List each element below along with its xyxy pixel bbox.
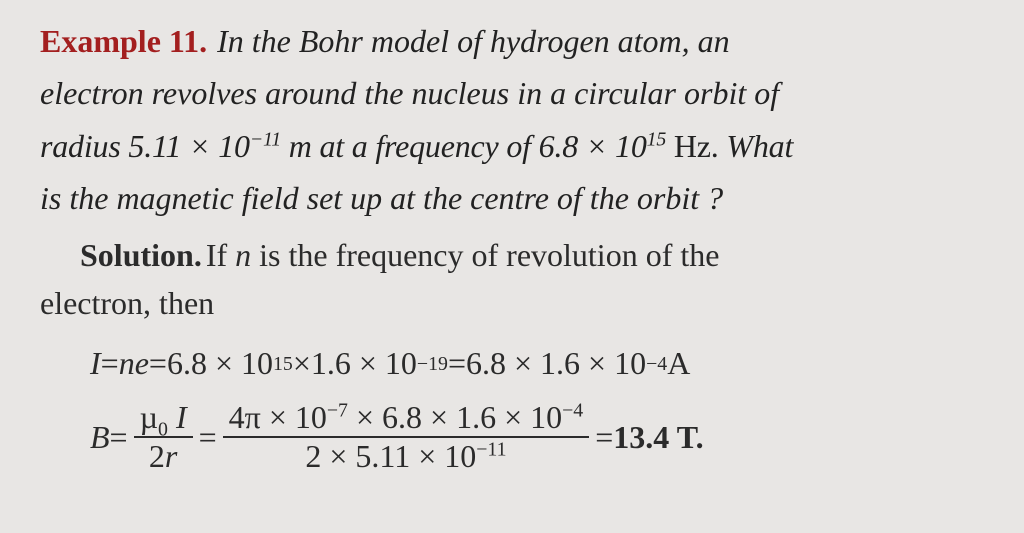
equation-magnetic-field: B = µ0 I 2r = 4π × 10−7 × 6.8 × 1.6 × 10…	[90, 401, 994, 474]
eq2-answer: 13.4 T.	[613, 414, 703, 460]
eq2-num-e1: −7	[327, 399, 348, 421]
eq2-den-r: r	[165, 438, 177, 474]
eq2-frac1: µ0 I 2r	[134, 401, 193, 474]
solution-text-b: is the frequency of revolution of the	[251, 237, 719, 273]
eq2-frac1-num: µ0 I	[134, 401, 193, 439]
freq-unit: Hz.	[666, 128, 726, 164]
problem-l3-b: m at a frequency of	[281, 128, 539, 164]
eq2-I: I	[176, 399, 187, 435]
solution-label: Solution.	[80, 237, 202, 273]
freq-exp: 15	[647, 128, 666, 150]
eq2-eq: =	[110, 414, 128, 460]
eq1-I: I	[90, 340, 101, 386]
radius-exp: −11	[250, 128, 281, 150]
eq2-eq2: =	[199, 414, 217, 460]
example-label: Example 11.	[40, 23, 207, 59]
eq2-eq3: =	[595, 414, 613, 460]
problem-text-l2: electron revolves around the nucleus in …	[40, 70, 994, 116]
eq2-den-2: 2	[149, 438, 165, 474]
eq2-frac2-den: 2 × 5.11 × 10−11	[299, 438, 512, 474]
eq1-ne: ne	[119, 340, 149, 386]
problem-text-l4: is the magnetic field set up at the cent…	[40, 175, 994, 221]
eq1-times1: ×	[293, 340, 311, 386]
freq-value: 6.8 × 10	[539, 128, 647, 164]
var-n: n	[235, 237, 251, 273]
eq1-eq3: =	[448, 340, 466, 386]
eq2-num-b: × 6.8 × 1.6 × 10	[348, 399, 562, 435]
eq2-sp	[168, 399, 176, 435]
eq2-mu-sub: 0	[158, 418, 168, 440]
eq2-mu: µ	[140, 399, 158, 435]
eq2-B: B	[90, 414, 110, 460]
eq1-t1: 6.8 × 10	[167, 340, 273, 386]
eq2-den-a: 2 × 5.11 × 10	[305, 438, 476, 474]
eq1-eq: =	[101, 340, 119, 386]
eq2-den-e: −11	[476, 439, 506, 461]
eq2-num-e2: −4	[562, 399, 583, 421]
problem-l3-a: radius	[40, 128, 128, 164]
solution-line-1: Solution. If n is the frequency of revol…	[80, 232, 994, 278]
solution-line-2: electron, then	[40, 280, 994, 326]
problem-text-l1: In the Bohr model of hydrogen atom, an	[217, 23, 730, 59]
eq1-t2: 1.6 × 10	[311, 340, 417, 386]
problem-l3-c: What	[726, 128, 793, 164]
eq1-t3: 6.8 × 1.6 × 10	[466, 340, 646, 386]
example-line-1: Example 11. In the Bohr model of hydroge…	[40, 18, 994, 64]
solution-text-a: If	[206, 237, 235, 273]
eq1-eq2: =	[149, 340, 167, 386]
eq1-unit: A	[667, 340, 690, 386]
eq2-num-a: 4π × 10	[229, 399, 327, 435]
eq2-frac1-den: 2r	[143, 438, 183, 474]
problem-text-l3: radius 5.11 × 10−11 m at a frequency of …	[40, 123, 994, 169]
eq2-frac2-num: 4π × 10−7 × 6.8 × 1.6 × 10−4	[223, 401, 590, 439]
eq2-frac2: 4π × 10−7 × 6.8 × 1.6 × 10−4 2 × 5.11 × …	[223, 401, 590, 474]
equation-current: I = ne = 6.8 × 1015 × 1.6 × 10−19 = 6.8 …	[90, 340, 994, 386]
radius-value: 5.11 × 10	[128, 128, 249, 164]
